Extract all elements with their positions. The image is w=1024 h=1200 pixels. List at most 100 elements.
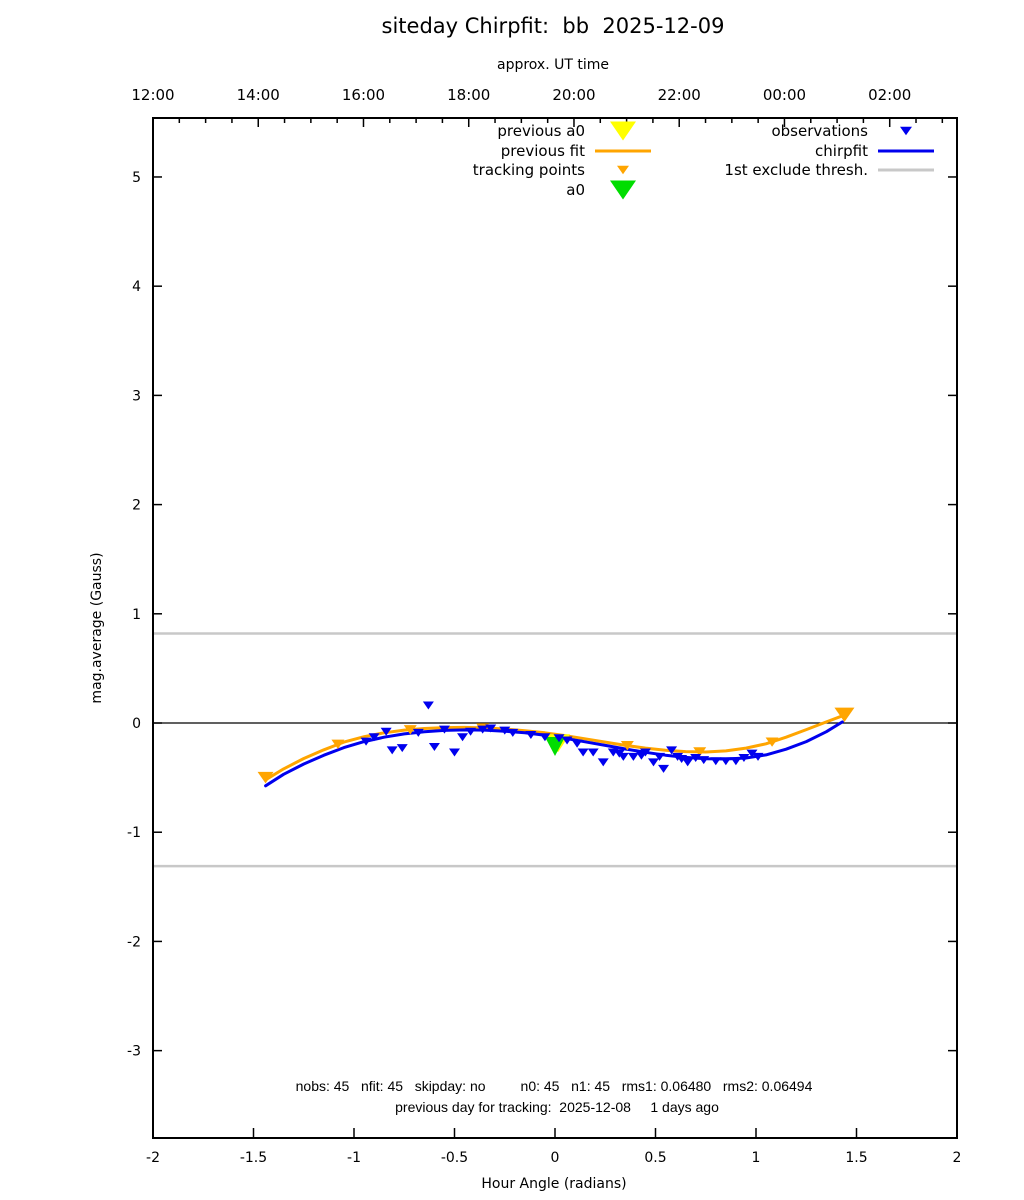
legend-label: previous fit (500, 141, 585, 160)
observation-marker (746, 749, 758, 758)
y-tick-label: -3 (127, 1044, 141, 1060)
previous-a0-marker-icon (585, 121, 661, 141)
tracking-point-marker (834, 707, 855, 723)
ut-tick-label: 16:00 (342, 86, 385, 104)
top-axis-title: approx. UT time (497, 57, 609, 73)
observation-marker (507, 728, 519, 737)
observation-marker (412, 728, 424, 737)
x-tick-label: 1 (752, 1150, 761, 1166)
legend-right-column: observations chirpfit 1st exclude thresh… (688, 121, 945, 180)
observation-marker (658, 764, 670, 773)
observation-marker (710, 757, 722, 766)
tracking-point-marker (765, 737, 779, 747)
observation-marker (666, 746, 678, 755)
x-tick-label: -1.5 (240, 1150, 267, 1166)
observation-marker (654, 752, 666, 761)
ut-tick-label: 18:00 (447, 86, 490, 104)
legend-entry-tracking-points: tracking points (425, 160, 661, 180)
observation-marker (627, 752, 639, 761)
observation-marker (682, 758, 694, 767)
observation-marker (457, 733, 469, 742)
legend-entry-previous-a0: previous a0 (425, 121, 661, 141)
observation-marker (730, 757, 742, 766)
exclude-thresh-line-icon (868, 160, 945, 180)
observation-marker (690, 753, 702, 762)
ut-tick-label: 00:00 (763, 86, 806, 104)
y-tick-label: -2 (127, 934, 141, 950)
observation-marker (368, 733, 380, 742)
a0-marker-icon (585, 180, 661, 200)
observation-marker (698, 756, 710, 765)
legend-label: tracking points (472, 161, 585, 180)
observation-marker (553, 734, 565, 743)
observation-marker (752, 752, 764, 761)
legend-label: chirpfit (815, 141, 868, 160)
observation-marker (449, 748, 460, 757)
observation-marker (539, 733, 551, 742)
legend-entry-chirpfit: chirpfit (688, 141, 945, 161)
observation-marker (571, 739, 583, 748)
x-tick-label: 2 (953, 1150, 962, 1166)
a0-marker (545, 736, 565, 756)
chirpfit-line-icon (868, 141, 945, 161)
x-tick-label: -0.5 (441, 1150, 468, 1166)
ut-tick-label: 12:00 (131, 86, 174, 104)
observation-marker (617, 752, 629, 761)
legend-entry-previous-fit: previous fit (425, 141, 661, 161)
ut-tick-label: 20:00 (552, 86, 595, 104)
chart-title: siteday Chirpfit: bb 2025-12-09 (381, 14, 725, 38)
observation-marker (380, 727, 392, 736)
observation-marker (647, 758, 659, 767)
y-tick-label: 3 (132, 388, 141, 404)
y-tick-label: 1 (132, 607, 141, 623)
x-axis-label: Hour Angle (radians) (481, 1176, 627, 1192)
legend-left-column: previous a0 previous fit tracking points… (425, 121, 661, 200)
observation-marker (438, 725, 450, 734)
ut-tick-label: 14:00 (237, 86, 280, 104)
observation-marker (428, 743, 440, 752)
y-tick-label: 4 (132, 279, 141, 295)
observation-marker (485, 724, 497, 733)
ut-tick-label: 22:00 (658, 86, 701, 104)
legend-label: previous a0 (497, 121, 585, 140)
legend-entry-observations: observations (688, 121, 945, 141)
observations-marker-icon (868, 121, 945, 141)
observation-marker (597, 758, 609, 767)
observation-marker (639, 748, 651, 757)
tracking-points-marker-icon (585, 160, 661, 180)
legend-entry-a0: a0 (425, 180, 661, 200)
observation-marker (676, 755, 688, 764)
tracking-point-marker (403, 725, 417, 735)
tracking-point-marker (620, 741, 634, 751)
observation-marker (499, 726, 511, 735)
observation-marker (477, 725, 489, 734)
observation-marker (720, 757, 732, 766)
x-tick-label: -2 (146, 1150, 160, 1166)
observation-marker (561, 736, 573, 745)
x-tick-label: -1 (347, 1150, 361, 1166)
observation-marker (525, 731, 537, 740)
y-tick-label: 5 (132, 170, 141, 186)
x-tick-label: 0.5 (644, 1150, 666, 1166)
previous-fit-line-icon (585, 141, 661, 161)
observation-marker (587, 748, 599, 757)
legend-label: a0 (566, 180, 585, 199)
x-tick-label: 1.5 (845, 1150, 867, 1166)
tracking-point-marker (331, 739, 345, 749)
x-tick-label: 0 (551, 1150, 560, 1166)
tracking-point-marker (693, 747, 707, 757)
y-tick-label: 0 (132, 716, 141, 732)
legend-entry-exclude-thresh: 1st exclude thresh. (688, 160, 945, 180)
stats-line-2: previous day for tracking: 2025-12-08 1 … (395, 1099, 719, 1115)
legend-label: 1st exclude thresh. (724, 161, 868, 180)
stats-line-1: nobs: 45 nfit: 45 skipday: no n0: 45 n1:… (295, 1078, 813, 1094)
plot-frame (152, 117, 958, 1139)
observation-marker (738, 753, 750, 762)
observation-marker (360, 737, 372, 746)
observation-marker (577, 748, 589, 757)
tracking-point-marker (257, 771, 274, 784)
legend-label: observations (771, 121, 868, 140)
observation-marker (386, 746, 398, 755)
y-tick-label: -1 (127, 825, 141, 841)
